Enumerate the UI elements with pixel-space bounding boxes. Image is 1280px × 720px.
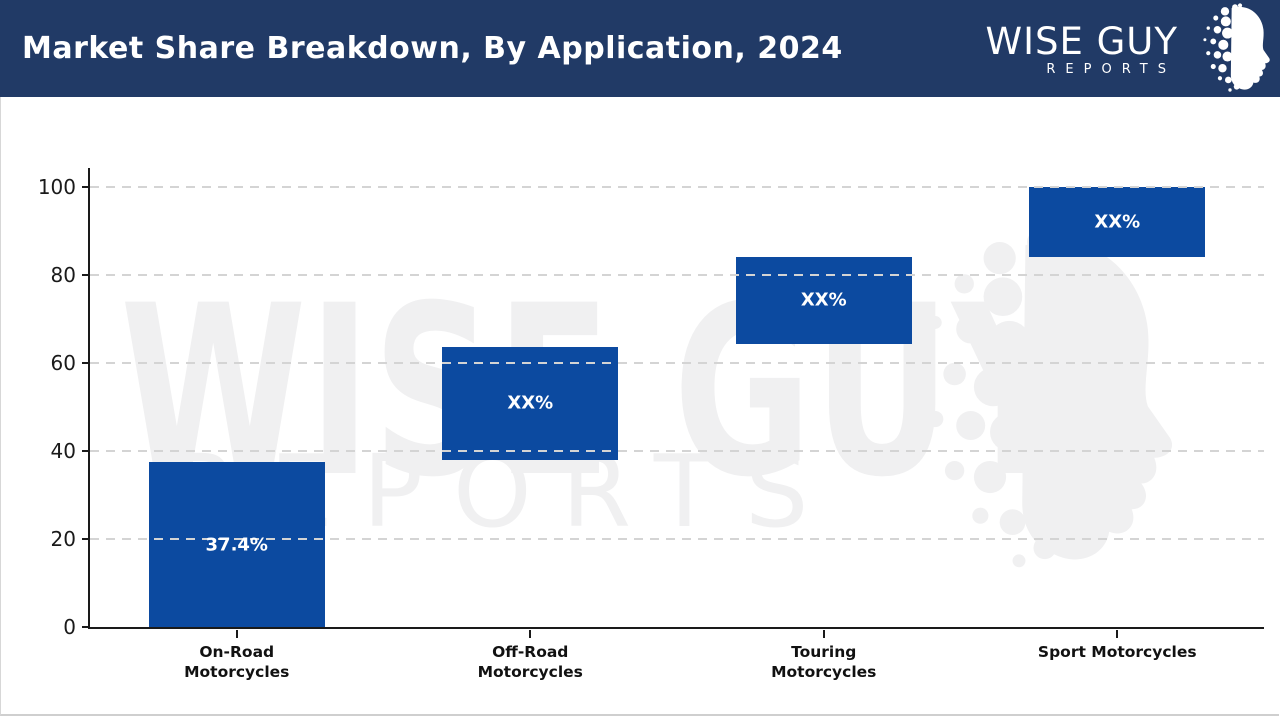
page-title: Market Share Breakdown, By Application, … xyxy=(22,31,843,66)
x-axis-tick xyxy=(235,629,238,638)
gridline xyxy=(90,537,1264,540)
gridline xyxy=(90,361,1264,364)
bar-value-label: XX% xyxy=(1094,211,1141,233)
y-axis-tick-label: 80 xyxy=(50,262,76,287)
gridline xyxy=(90,273,1264,276)
y-axis-tick xyxy=(82,626,90,628)
y-axis-tick-label: 20 xyxy=(50,526,76,551)
bar-segment xyxy=(442,347,619,460)
x-axis-category-label: Off-Road Motorcycles xyxy=(477,643,583,681)
logo-wordmark: WISE GUY xyxy=(985,20,1178,63)
x-axis-tick xyxy=(529,629,532,638)
y-axis-tick xyxy=(82,361,90,364)
plot-area: 0 20 40 60 80 100 37.4% XX% XX% XX% On-Road Motorcy… xyxy=(38,168,1264,681)
y-axis-tick xyxy=(82,537,90,540)
x-axis-category-label: Touring Motorcycles xyxy=(771,643,877,681)
bar-value-label: 37.4% xyxy=(205,534,268,556)
logo-face-icon xyxy=(1203,3,1270,92)
y-axis-tick-label: 40 xyxy=(50,438,76,463)
y-axis-tick-label: 60 xyxy=(50,350,76,375)
gridline xyxy=(90,185,1264,188)
y-axis-tick xyxy=(82,449,90,452)
bar-segment xyxy=(148,462,325,627)
y-axis-tick xyxy=(82,273,90,276)
logo-reports-text: REPORTS xyxy=(1046,62,1176,77)
y-axis-tick xyxy=(82,185,90,188)
header-bar: Market Share Breakdown, By Application, … xyxy=(0,0,1280,97)
x-axis-category-label: Sport Motorcycles xyxy=(1037,643,1197,661)
x-axis-category-label: On-Road Motorcycles xyxy=(184,643,290,681)
gridline xyxy=(90,449,1264,452)
y-axis-tick-label: 100 xyxy=(37,174,76,199)
x-axis-tick xyxy=(1116,629,1119,638)
bar-value-label: XX% xyxy=(507,392,554,414)
bar-value-label: XX% xyxy=(800,289,847,311)
wise-guy-logo: WISE GUY REPORTS xyxy=(986,0,1280,97)
x-axis-tick xyxy=(822,629,825,638)
y-axis-tick-label: 0 xyxy=(63,615,76,639)
bar-segment xyxy=(735,256,912,345)
